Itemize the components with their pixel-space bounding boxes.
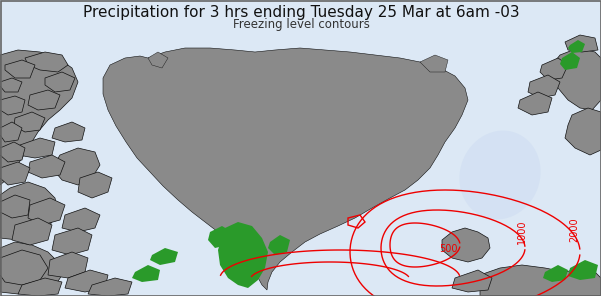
Polygon shape bbox=[268, 235, 290, 255]
Polygon shape bbox=[0, 242, 62, 294]
Polygon shape bbox=[52, 122, 85, 142]
Ellipse shape bbox=[459, 131, 541, 219]
Polygon shape bbox=[552, 48, 601, 110]
Polygon shape bbox=[560, 52, 580, 70]
Text: Precipitation for 3 hrs ending Tuesday 25 Mar at 6am -03: Precipitation for 3 hrs ending Tuesday 2… bbox=[83, 5, 519, 20]
Polygon shape bbox=[0, 250, 48, 285]
Polygon shape bbox=[0, 182, 58, 240]
Polygon shape bbox=[5, 60, 35, 78]
Polygon shape bbox=[28, 198, 65, 225]
Polygon shape bbox=[452, 270, 492, 292]
Text: 500: 500 bbox=[439, 244, 457, 254]
Polygon shape bbox=[208, 226, 232, 248]
Polygon shape bbox=[18, 278, 62, 296]
Polygon shape bbox=[528, 75, 560, 98]
Polygon shape bbox=[62, 208, 100, 232]
Polygon shape bbox=[14, 112, 45, 132]
Text: 1000: 1000 bbox=[517, 220, 527, 244]
Polygon shape bbox=[565, 35, 598, 52]
Polygon shape bbox=[0, 142, 25, 162]
Polygon shape bbox=[48, 252, 88, 278]
Polygon shape bbox=[0, 50, 78, 185]
Polygon shape bbox=[218, 222, 268, 288]
Text: Freezing level contours: Freezing level contours bbox=[233, 18, 370, 31]
Polygon shape bbox=[52, 228, 92, 255]
Polygon shape bbox=[0, 195, 30, 218]
Polygon shape bbox=[25, 52, 68, 72]
Polygon shape bbox=[12, 218, 52, 245]
Polygon shape bbox=[0, 122, 22, 142]
Polygon shape bbox=[0, 96, 25, 115]
Polygon shape bbox=[45, 72, 75, 92]
Polygon shape bbox=[0, 78, 22, 92]
Polygon shape bbox=[88, 278, 132, 296]
Polygon shape bbox=[543, 265, 568, 282]
Polygon shape bbox=[65, 270, 108, 292]
Polygon shape bbox=[420, 55, 448, 72]
Polygon shape bbox=[103, 48, 468, 290]
Polygon shape bbox=[18, 138, 55, 158]
Polygon shape bbox=[540, 58, 568, 80]
Polygon shape bbox=[480, 265, 601, 296]
Polygon shape bbox=[150, 248, 178, 265]
Polygon shape bbox=[568, 40, 585, 53]
Text: 2000: 2000 bbox=[569, 217, 579, 242]
Polygon shape bbox=[442, 228, 490, 262]
Polygon shape bbox=[52, 148, 100, 185]
Polygon shape bbox=[518, 92, 552, 115]
Polygon shape bbox=[148, 52, 168, 68]
Polygon shape bbox=[28, 155, 65, 178]
Polygon shape bbox=[28, 90, 60, 110]
Polygon shape bbox=[568, 260, 598, 280]
Polygon shape bbox=[565, 108, 601, 155]
Polygon shape bbox=[0, 162, 30, 185]
Polygon shape bbox=[132, 265, 160, 282]
Polygon shape bbox=[78, 172, 112, 198]
